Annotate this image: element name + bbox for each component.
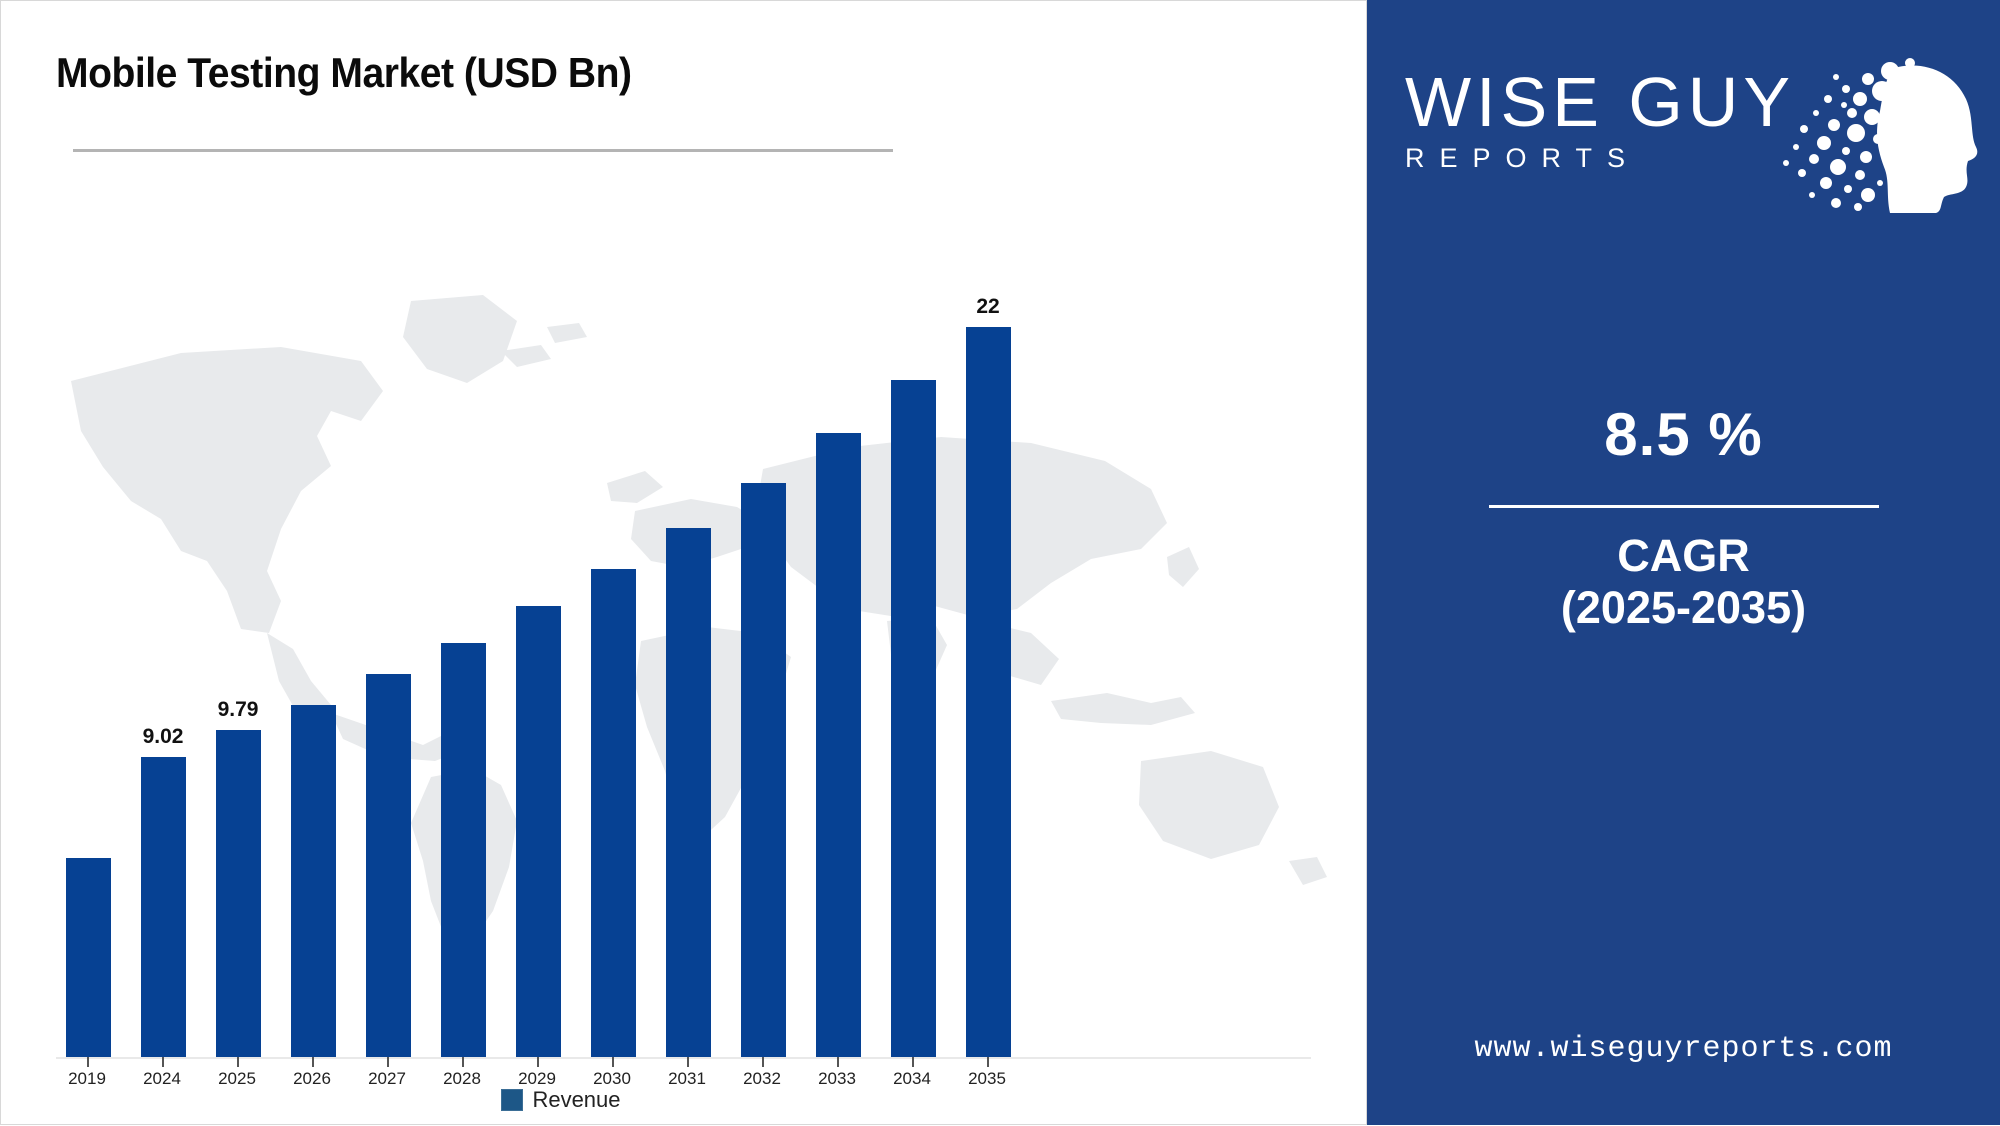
bar-2027[interactable] xyxy=(366,674,411,1057)
x-label-2033: 2033 xyxy=(818,1069,856,1088)
chart-title: Mobile Testing Market (USD Bn) xyxy=(56,49,632,96)
x-label-2035: 2035 xyxy=(968,1069,1006,1088)
cagr-label-line1: CAGR xyxy=(1617,530,1750,581)
tick-2019 xyxy=(87,1057,89,1067)
brand-panel: WISE GUY REPORTS xyxy=(1367,0,2000,1125)
bar-2024[interactable] xyxy=(141,757,186,1057)
tick-2033 xyxy=(837,1057,839,1067)
x-label-2030: 2030 xyxy=(593,1069,631,1088)
legend-label-revenue[interactable]: Revenue xyxy=(532,1087,621,1112)
bar-2032[interactable] xyxy=(741,483,786,1057)
value-label-2024: 9.02 xyxy=(142,725,184,748)
bar-2025[interactable] xyxy=(216,730,261,1057)
logo-text-block: WISE GUY REPORTS xyxy=(1405,67,1795,172)
x-axis-baseline xyxy=(56,1057,1311,1059)
x-label-2019: 2019 xyxy=(68,1069,106,1088)
tick-2029 xyxy=(537,1057,539,1067)
tick-2030 xyxy=(612,1057,614,1067)
x-label-2032: 2032 xyxy=(743,1069,781,1088)
legend-swatch-revenue xyxy=(501,1089,524,1111)
logo-sub-text: REPORTS xyxy=(1405,143,1641,173)
tick-2028 xyxy=(462,1057,464,1067)
x-label-2027: 2027 xyxy=(368,1069,406,1088)
x-label-2029: 2029 xyxy=(518,1069,556,1088)
bar-2030[interactable] xyxy=(591,569,636,1057)
tick-2024 xyxy=(162,1057,164,1067)
x-label-2028: 2028 xyxy=(443,1069,481,1088)
bar-2031[interactable] xyxy=(666,528,711,1057)
x-label-2031: 2031 xyxy=(668,1069,706,1088)
tick-2034 xyxy=(912,1057,914,1067)
x-label-2025: 2025 xyxy=(218,1069,256,1088)
bar-2035[interactable] xyxy=(966,327,1011,1057)
logo-main-text: WISE GUY xyxy=(1405,63,1796,141)
x-label-2034: 2034 xyxy=(893,1069,931,1088)
tick-2026 xyxy=(312,1057,314,1067)
website-url[interactable]: www.wiseguyreports.com xyxy=(1474,1032,1893,1066)
tick-2032 xyxy=(762,1057,764,1067)
bar-2034[interactable] xyxy=(891,380,936,1057)
bar-2026[interactable] xyxy=(291,705,336,1057)
chart-legend: Revenue xyxy=(1,1087,1121,1113)
value-label-2035: 22 xyxy=(976,295,1000,318)
bar-2029[interactable] xyxy=(516,606,561,1057)
value-label-2025: 9.79 xyxy=(217,698,259,721)
dotted-head-icon xyxy=(1783,58,1978,213)
bar-2019[interactable] xyxy=(66,858,111,1057)
bar-2028[interactable] xyxy=(441,643,486,1057)
tick-2035 xyxy=(987,1057,989,1067)
chart-panel: Mobile Testing Market (USD Bn) xyxy=(0,0,1367,1125)
cagr-block: 8.5 % CAGR (2025-2035) xyxy=(1367,400,2000,634)
bar-2033[interactable] xyxy=(816,433,861,1057)
cagr-divider xyxy=(1488,505,1879,508)
cagr-value: 8.5 % xyxy=(1604,401,1763,468)
tick-2027 xyxy=(387,1057,389,1067)
wiseguy-logo[interactable]: WISE GUY REPORTS xyxy=(1367,55,2000,215)
plot-area: 2019 9.02 2024 9.79 2025 2026 2027 2028 xyxy=(1,1,1368,1126)
cagr-label-line2: (2025-2035) xyxy=(1560,581,1807,633)
x-label-2024: 2024 xyxy=(143,1069,181,1088)
x-label-2026: 2026 xyxy=(293,1069,331,1088)
tick-2025 xyxy=(237,1057,239,1067)
title-divider xyxy=(73,149,893,152)
tick-2031 xyxy=(687,1057,689,1067)
